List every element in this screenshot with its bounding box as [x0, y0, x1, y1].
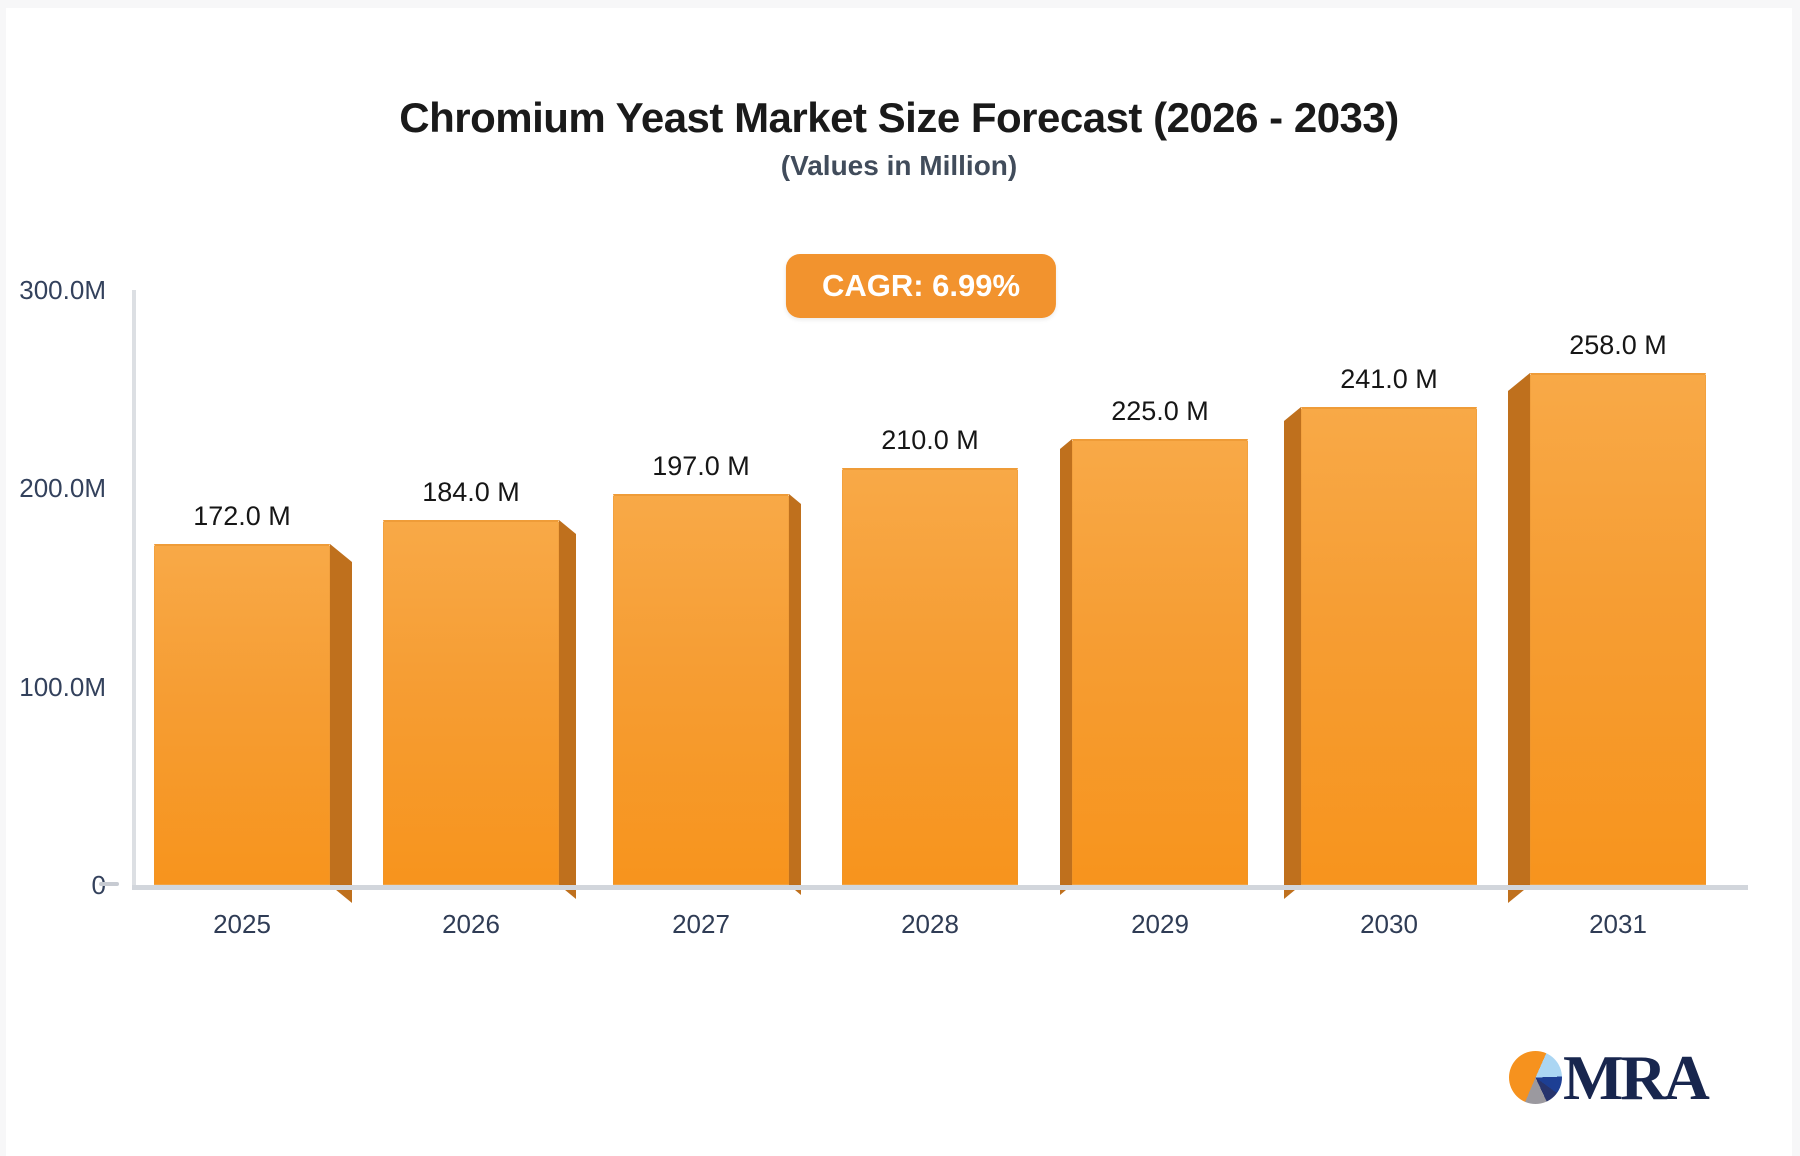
mra-pie-chart-icon [1509, 1050, 1562, 1104]
bar-value-label-2028: 210.0 M [881, 425, 979, 455]
bar-value-label-2027: 197.0 M [652, 451, 750, 481]
bar-3d-side-2031 [1508, 373, 1530, 903]
y-axis-line [132, 290, 136, 890]
x-axis-label-2031: 2031 [1589, 909, 1647, 939]
chart-stage: Chromium Yeast Market Size Forecast (202… [6, 8, 1792, 1156]
x-axis-label-2030: 2030 [1360, 909, 1418, 939]
x-axis-label-2029: 2029 [1131, 909, 1189, 939]
mra-logo-text: MRA [1563, 1041, 1710, 1113]
cagr-badge: CAGR: 6.99% [785, 254, 1057, 318]
y-axis-label-0: 0 [6, 872, 106, 898]
bar-2027[interactable] [613, 494, 789, 885]
y-axis-label-200.0M: 200.0M [19, 473, 106, 504]
bar-2030[interactable] [1301, 407, 1477, 885]
bar-3d-side-2026 [559, 520, 576, 899]
x-axis-label-2027: 2027 [672, 909, 730, 939]
bar-3d-side-2029 [1060, 439, 1072, 895]
x-axis-label-2025: 2025 [213, 909, 271, 939]
mra-logo: MRA [1509, 1041, 1710, 1113]
plot-area: 172.0 M 2025 184.0 M 2026 197.0 M 2027 210.0 M… [132, 290, 1749, 939]
x-axis-label-2026: 2026 [442, 909, 500, 939]
bar-3d-side-2025 [330, 544, 352, 903]
bar-2031[interactable] [1530, 373, 1706, 885]
bar-3d-side-2030 [1284, 407, 1301, 899]
x-axis-label-2028: 2028 [901, 909, 959, 939]
y-axis-label-100.0M: 100.0M [19, 671, 106, 702]
bar-3d-side-2027 [789, 494, 801, 895]
chart-card: Chromium Yeast Market Size Forecast (202… [6, 8, 1792, 1156]
bar-2025[interactable] [154, 544, 330, 885]
bar-value-label-2026: 184.0 M [422, 477, 520, 507]
chart-subtitle: (Values in Million) [780, 150, 1018, 181]
bar-value-label-2025: 172.0 M [193, 501, 291, 531]
y-axis-label-300.0M: 300.0M [19, 275, 106, 305]
chart-title: Chromium Yeast Market Size Forecast (202… [399, 94, 1399, 141]
bar-2026[interactable] [383, 520, 559, 885]
bar-value-label-2031: 258.0 M [1569, 330, 1667, 360]
zero-tick-mark [99, 882, 119, 886]
bar-2029[interactable] [1072, 439, 1248, 885]
x-axis-baseline [132, 885, 1748, 890]
bar-value-label-2030: 241.0 M [1340, 364, 1438, 394]
bar-2028[interactable] [842, 468, 1018, 885]
y-axis-labels: 300.0M 200.0M 100.0M 0 [6, 277, 106, 898]
bar-value-label-2029: 225.0 M [1111, 396, 1209, 426]
